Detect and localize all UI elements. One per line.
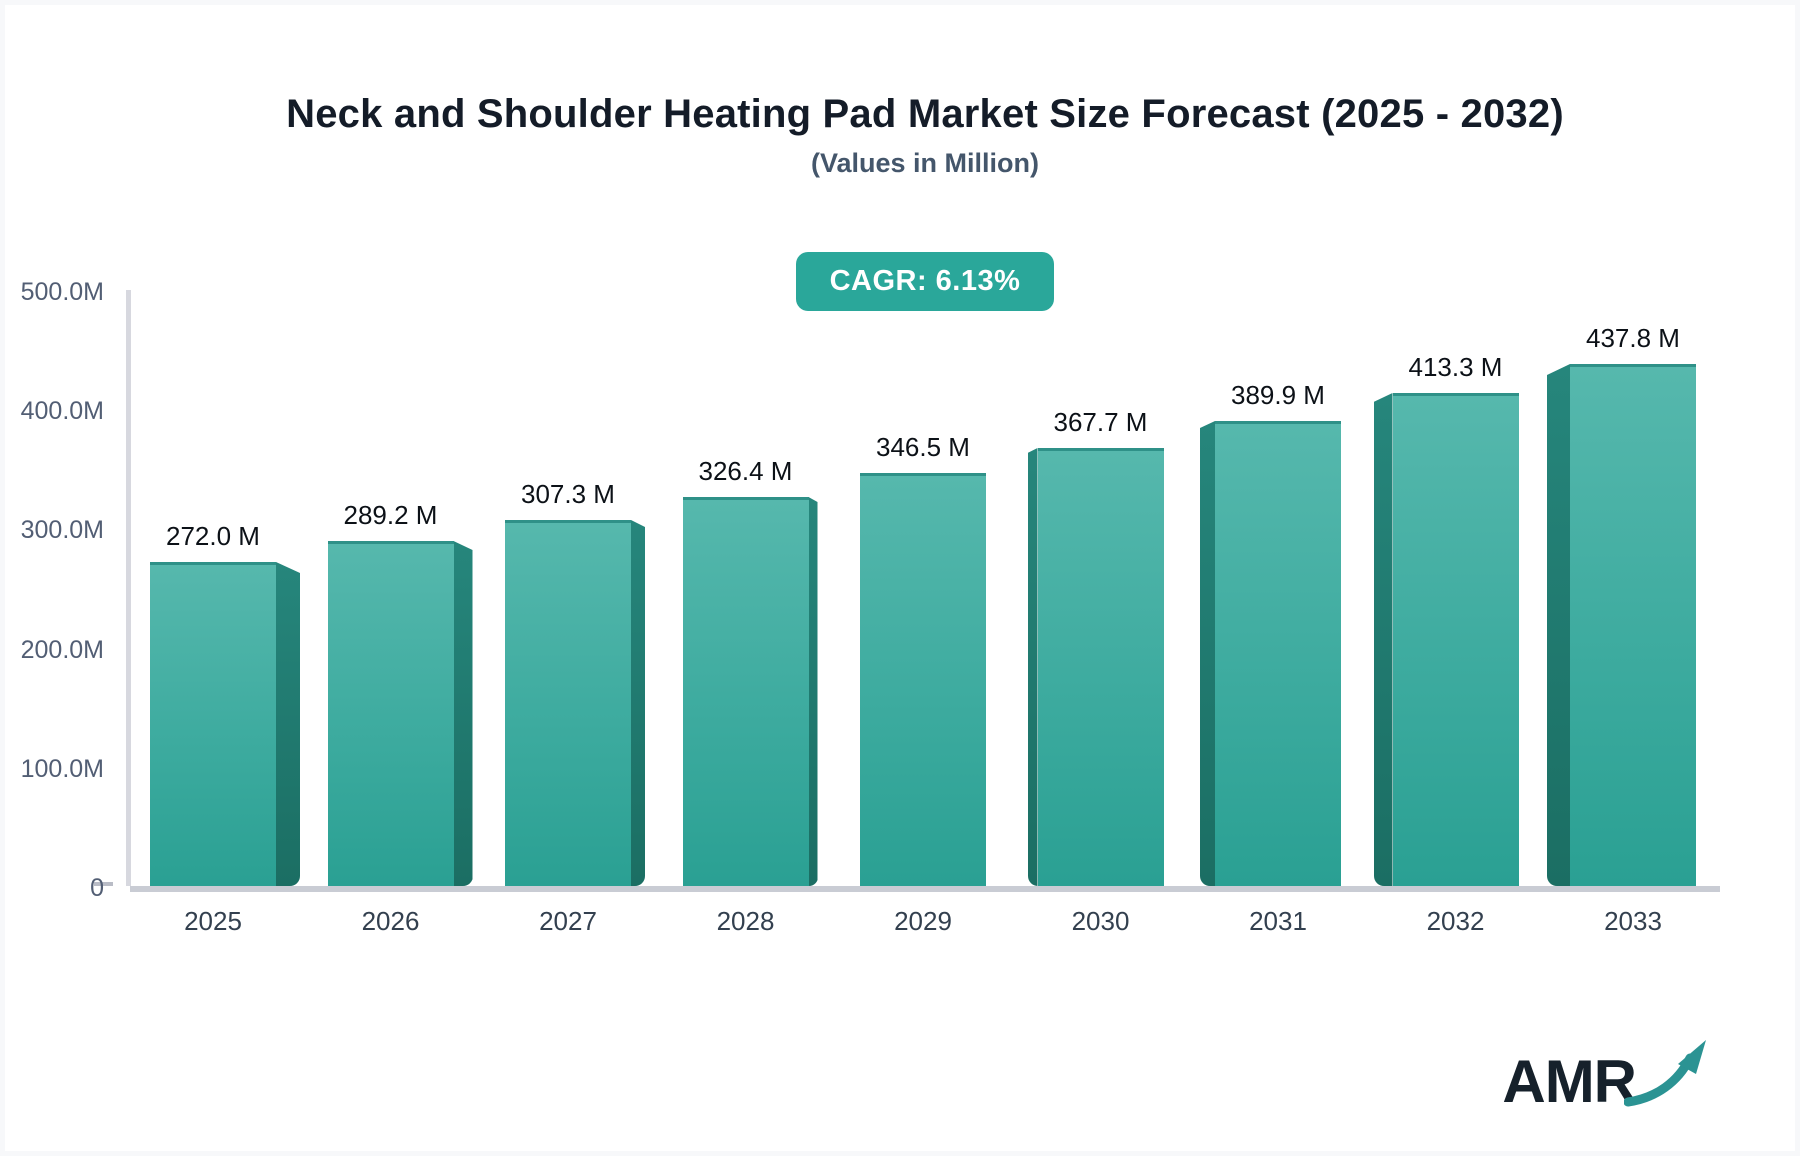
bar bbox=[150, 562, 276, 886]
bar-value-label: 326.4 M bbox=[698, 456, 793, 486]
x-tick-label-2030: 2030 bbox=[1071, 906, 1130, 936]
x-tick-label-2025: 2025 bbox=[184, 906, 242, 936]
bar-value-label: 389.9 M bbox=[1231, 380, 1325, 410]
cagr-badge-row: CAGR: 6.13% bbox=[130, 252, 1720, 311]
bar-3d-side bbox=[808, 497, 818, 886]
y-tick-label: 400.0M bbox=[20, 397, 104, 426]
bar bbox=[682, 497, 809, 886]
x-tick-label-2033: 2033 bbox=[1604, 906, 1662, 936]
bar-column-2027: 307.3 M bbox=[478, 460, 658, 886]
y-axis-line bbox=[126, 290, 131, 886]
bar bbox=[1392, 393, 1519, 886]
bar-value-label: 307.3 M bbox=[521, 479, 615, 509]
bar-column-2029: 346.5 M bbox=[833, 413, 1013, 886]
bar bbox=[327, 541, 454, 886]
bar bbox=[860, 473, 986, 886]
bar bbox=[1570, 364, 1696, 886]
bar-value-label: 367.7 M bbox=[1053, 407, 1148, 437]
cagr-badge: CAGR: 6.13% bbox=[795, 252, 1055, 311]
bar-3d-side bbox=[453, 541, 473, 886]
bar-3d-side bbox=[1373, 393, 1393, 886]
y-tick-label: 0 bbox=[90, 874, 104, 902]
x-tick-label-2032: 2032 bbox=[1426, 906, 1485, 936]
plot-area: 272.0 M 289.2 M 307.3 M 326.4 M 346.5 M 367.7… bbox=[130, 290, 1720, 886]
bar bbox=[505, 520, 631, 886]
x-tick-label-2031: 2031 bbox=[1249, 906, 1307, 936]
y-tick-label: 200.0M bbox=[20, 635, 104, 664]
x-tick-label-2027: 2027 bbox=[539, 906, 597, 936]
bar-value-label: 272.0 M bbox=[166, 521, 260, 551]
x-tick-label-2029: 2029 bbox=[894, 906, 952, 936]
chart-subtitle: (Values in Million) bbox=[810, 148, 1040, 178]
bar-value-label: 413.3 M bbox=[1408, 352, 1503, 382]
zero-tick-mark bbox=[94, 882, 113, 886]
bar-3d-side bbox=[1547, 364, 1570, 886]
bar-column-2032: 413.3 M bbox=[1366, 333, 1546, 886]
x-axis-baseline bbox=[130, 886, 1720, 892]
bar-column-2025: 272.0 M bbox=[123, 502, 303, 886]
y-tick-label: 500.0M bbox=[20, 278, 104, 306]
bar-value-label: 437.8 M bbox=[1586, 323, 1680, 353]
x-tick-label-2026: 2026 bbox=[361, 906, 420, 936]
chart-title: Neck and Shoulder Heating Pad Market Siz… bbox=[286, 92, 1564, 136]
bar-column-2028: 326.4 M bbox=[656, 437, 836, 886]
bar-value-label: 289.2 M bbox=[343, 500, 438, 530]
amr-logo-text: AMR bbox=[1502, 1048, 1637, 1115]
y-tick-label: 100.0M bbox=[20, 754, 104, 783]
bar bbox=[1037, 448, 1164, 886]
bar-3d-side bbox=[1200, 421, 1215, 886]
amr-logo: AMR bbox=[1502, 1038, 1708, 1112]
y-tick-label: 300.0M bbox=[20, 516, 104, 545]
bar-column-2031: 389.9 M bbox=[1188, 361, 1368, 886]
growth-arrow-icon bbox=[1624, 1040, 1706, 1107]
bar-column-2033: 437.8 M bbox=[1543, 304, 1723, 886]
bar-3d-side bbox=[276, 562, 300, 886]
bar-value-label: 346.5 M bbox=[876, 432, 970, 462]
bar-column-2026: 289.2 M bbox=[301, 481, 481, 886]
bar bbox=[1215, 421, 1341, 886]
bar-3d-side bbox=[631, 520, 645, 886]
x-tick-label-2028: 2028 bbox=[716, 906, 775, 936]
bar-3d-side bbox=[1027, 448, 1038, 886]
bar-column-2030: 367.7 M bbox=[1011, 388, 1191, 886]
